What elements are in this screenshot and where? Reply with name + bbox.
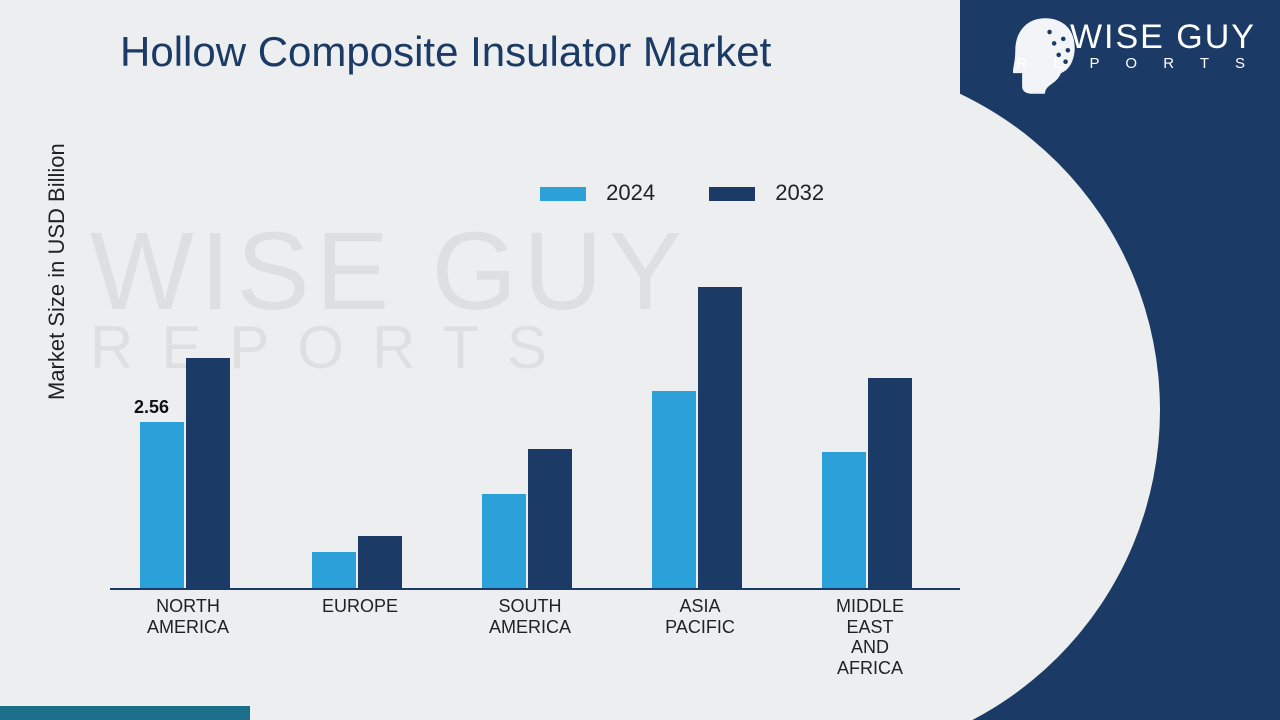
x-axis-line — [110, 588, 970, 590]
bar-2032 — [358, 536, 402, 588]
category-label: NORTHAMERICA — [118, 596, 258, 637]
bar-2032 — [186, 358, 230, 588]
bar-2032 — [528, 449, 572, 588]
bar-2032 — [868, 378, 912, 588]
sidebar-arc — [960, 60, 1160, 720]
bar-2024 — [312, 552, 356, 588]
brand-text: WISE GUY R E P O R T S — [1016, 18, 1256, 72]
category-label: EUROPE — [290, 596, 430, 617]
bar-2024 — [482, 494, 526, 588]
category-label: SOUTHAMERICA — [460, 596, 600, 637]
bar-2032 — [698, 287, 742, 588]
footer-accent-bar — [0, 706, 250, 720]
category-label: MIDDLEEASTANDAFRICA — [800, 596, 940, 679]
bar-2024 — [822, 452, 866, 588]
chart-title: Hollow Composite Insulator Market — [120, 28, 771, 76]
bar-2024 — [652, 391, 696, 588]
plot-area: 2.56 — [110, 200, 970, 590]
brand-line2: R E P O R T S — [1016, 55, 1256, 72]
category-label: ASIAPACIFIC — [630, 596, 770, 637]
bar-2024 — [140, 422, 184, 588]
y-axis-label: Market Size in USD Billion — [44, 143, 70, 400]
bar-value-label: 2.56 — [134, 397, 169, 418]
brand-line1: WISE GUY — [1016, 18, 1256, 57]
brand-sidebar: WISE GUY R E P O R T S — [960, 0, 1280, 720]
chart-canvas: WISE GUY REPORTS Hollow Composite Insula… — [0, 0, 1280, 720]
